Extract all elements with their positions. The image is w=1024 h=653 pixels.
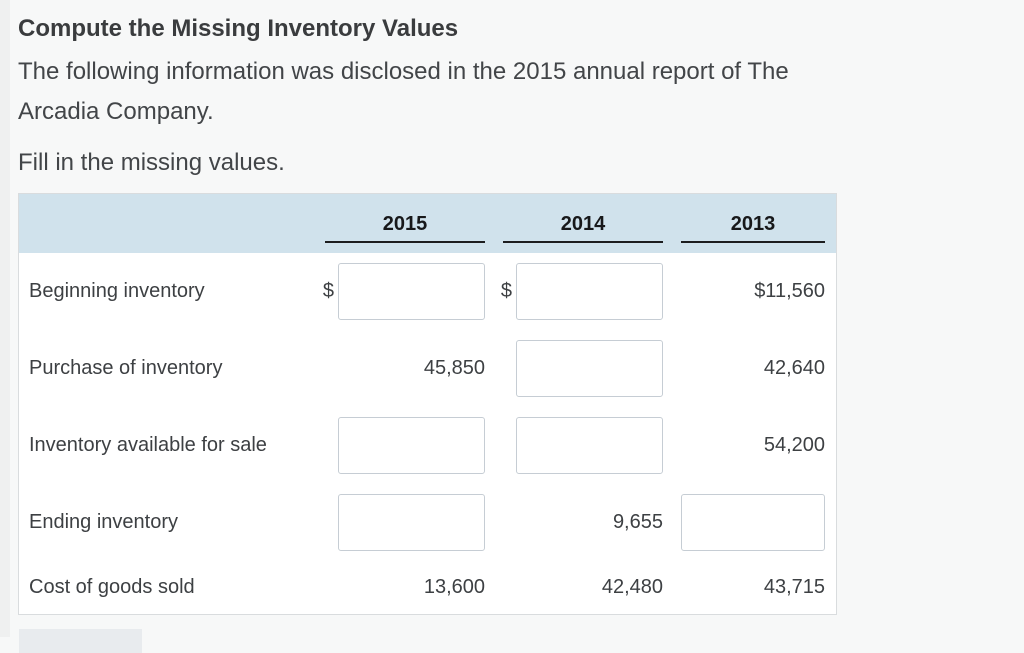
partial-button[interactable] bbox=[19, 629, 142, 653]
input-ending-2013[interactable] bbox=[681, 494, 825, 551]
column-header-2014: 2014 bbox=[503, 213, 663, 243]
page-title: Compute the Missing Inventory Values bbox=[18, 15, 459, 42]
row-label: Cost of goods sold bbox=[29, 576, 195, 598]
table-row-purchase-of-inventory: Purchase of inventory 45,850 42,640 bbox=[19, 330, 836, 407]
exercise-panel: Compute the Missing Inventory Values The… bbox=[18, 15, 1024, 615]
cell-value: 45,850 bbox=[423, 357, 485, 379]
intro-text-line-2: Arcadia Company. bbox=[18, 98, 214, 125]
table-row-cost-of-goods-sold: Cost of goods sold 13,600 42,480 43,715 bbox=[19, 561, 836, 614]
input-beginning-inventory-2015[interactable] bbox=[338, 263, 485, 320]
cell-cogs-2015: 13,600 bbox=[325, 576, 485, 599]
intro-text-line-1: The following information was disclosed … bbox=[18, 58, 789, 85]
input-available-2014[interactable] bbox=[516, 417, 663, 474]
input-beginning-inventory-2014[interactable] bbox=[516, 263, 663, 320]
cell-beginning-inventory-2014: $ bbox=[500, 263, 663, 320]
table-row-ending-inventory: Ending inventory 9,655 bbox=[19, 484, 836, 561]
cell-value: 54,200 bbox=[763, 434, 825, 456]
cell-value: 42,480 bbox=[601, 576, 663, 598]
column-header-2013: 2013 bbox=[681, 213, 825, 243]
cell-beginning-inventory-2013: $11,560 bbox=[681, 280, 825, 303]
cell-value: 13,600 bbox=[423, 576, 485, 598]
cell-ending-2015 bbox=[325, 494, 485, 551]
cell-ending-2013 bbox=[681, 494, 825, 551]
dollar-sign: $ bbox=[322, 280, 334, 302]
instruction-text: Fill in the missing values. bbox=[18, 149, 285, 176]
row-label: Ending inventory bbox=[29, 511, 178, 533]
cell-value: 42,640 bbox=[763, 357, 825, 379]
cell-cogs-2013: 43,715 bbox=[681, 576, 825, 599]
cell-purchase-2015: 45,850 bbox=[325, 357, 485, 380]
cell-ending-2014: 9,655 bbox=[503, 511, 663, 534]
cell-value: $11,560 bbox=[754, 280, 825, 302]
cell-available-2015 bbox=[325, 417, 485, 474]
column-header-2015: 2015 bbox=[325, 213, 485, 243]
cell-cogs-2014: 42,480 bbox=[503, 576, 663, 599]
input-available-2015[interactable] bbox=[338, 417, 485, 474]
table-header-row: 2015 2014 2013 bbox=[19, 194, 836, 253]
table-row-beginning-inventory: Beginning inventory $ $ $11,560 bbox=[19, 253, 836, 330]
input-ending-2015[interactable] bbox=[338, 494, 485, 551]
cell-purchase-2014 bbox=[503, 340, 663, 397]
cell-available-2014 bbox=[503, 417, 663, 474]
input-purchase-2014[interactable] bbox=[516, 340, 663, 397]
table-row-inventory-available: Inventory available for sale 54,200 bbox=[19, 407, 836, 484]
inventory-table: 2015 2014 2013 Beginning inventory $ $ $… bbox=[18, 193, 837, 615]
cell-purchase-2013: 42,640 bbox=[681, 357, 825, 380]
cell-value: 9,655 bbox=[612, 511, 663, 533]
cell-available-2013: 54,200 bbox=[681, 434, 825, 457]
row-label: Inventory available for sale bbox=[29, 434, 267, 456]
cell-value: 43,715 bbox=[763, 576, 825, 598]
row-label: Purchase of inventory bbox=[29, 357, 223, 379]
intro-text: The following information was disclosed … bbox=[18, 52, 1024, 132]
left-edge-strip bbox=[0, 0, 10, 637]
cell-beginning-inventory-2015: $ bbox=[322, 263, 485, 320]
dollar-sign: $ bbox=[500, 280, 512, 302]
row-label: Beginning inventory bbox=[29, 280, 205, 302]
